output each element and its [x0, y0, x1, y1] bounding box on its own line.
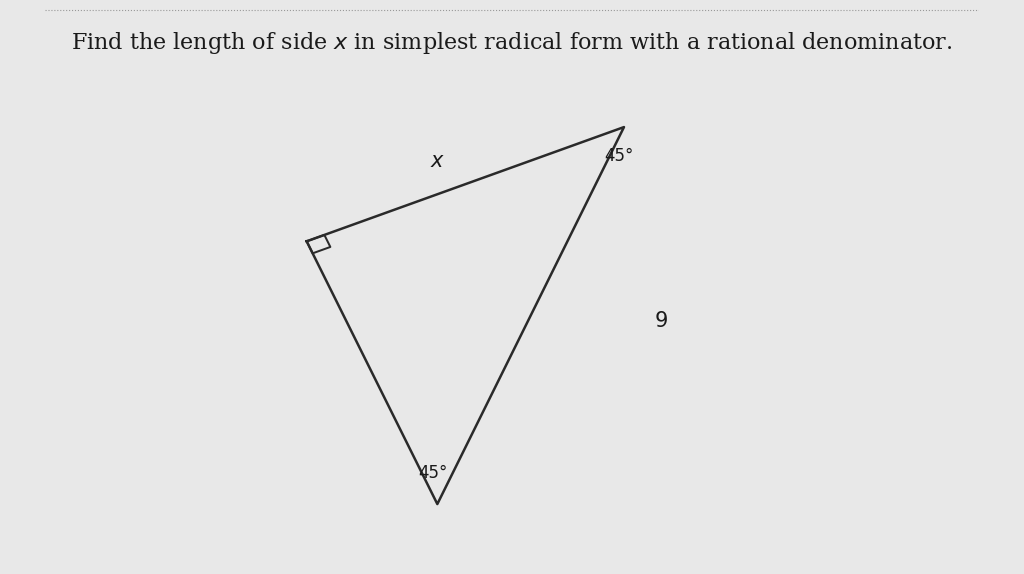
- Text: 45°: 45°: [418, 464, 447, 482]
- Text: Find the length of side $x$ in simplest radical form with a rational denominator: Find the length of side $x$ in simplest …: [72, 30, 952, 56]
- Text: $x$: $x$: [430, 152, 444, 171]
- Text: 9: 9: [654, 311, 668, 331]
- Text: 45°: 45°: [604, 146, 634, 165]
